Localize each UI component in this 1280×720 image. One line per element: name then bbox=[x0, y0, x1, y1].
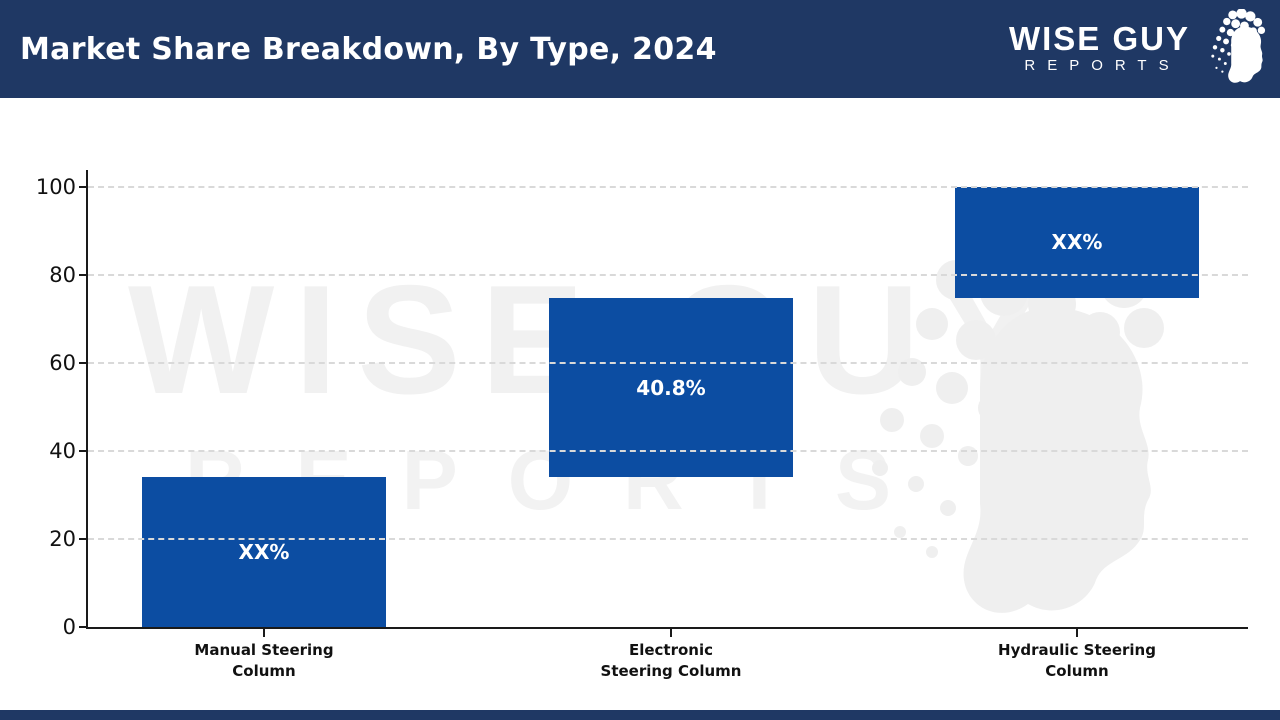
x-tick-mark bbox=[263, 629, 265, 637]
x-tick-mark bbox=[1076, 629, 1078, 637]
bar-segment: 40.8% bbox=[549, 297, 793, 478]
logo-wordmark: WISE GUY bbox=[1008, 20, 1190, 57]
y-tick-mark bbox=[79, 626, 87, 628]
y-tick-label: 0 bbox=[62, 615, 76, 639]
y-tick-mark bbox=[79, 538, 87, 540]
gridline bbox=[88, 450, 1248, 452]
footer-bar bbox=[0, 710, 1280, 720]
y-tick-mark bbox=[79, 362, 87, 364]
gridline bbox=[88, 274, 1248, 276]
bar-value-label: 40.8% bbox=[636, 375, 706, 400]
gridline bbox=[88, 538, 1248, 540]
chart-title: Market Share Breakdown, By Type, 2024 bbox=[20, 31, 717, 67]
x-tick-label: Electronic Steering Column bbox=[600, 641, 742, 680]
logo-text: WISE GUY REPORTS bbox=[1009, 22, 1190, 76]
y-tick-label: 80 bbox=[49, 263, 76, 287]
y-tick-mark bbox=[79, 186, 87, 188]
header-bar: Market Share Breakdown, By Type, 2024 WI… bbox=[0, 0, 1280, 98]
y-tick-label: 20 bbox=[49, 527, 76, 551]
x-tick-mark bbox=[670, 629, 672, 637]
x-axis-spine bbox=[86, 627, 1248, 629]
y-axis-spine bbox=[86, 170, 88, 629]
y-tick-label: 100 bbox=[35, 175, 76, 199]
brand-logo: WISE GUY REPORTS bbox=[1009, 9, 1266, 90]
bar-segment: XX% bbox=[142, 477, 386, 627]
x-tick-label: Hydraulic Steering Column bbox=[998, 641, 1156, 680]
logo-subtitle: REPORTS bbox=[1024, 57, 1181, 74]
logo-face-icon bbox=[1192, 9, 1266, 90]
y-tick-mark bbox=[79, 450, 87, 452]
gridline bbox=[88, 362, 1248, 364]
gridline bbox=[88, 186, 1248, 188]
bar-value-label: XX% bbox=[238, 540, 290, 565]
y-tick-label: 40 bbox=[49, 439, 76, 463]
y-tick-mark bbox=[79, 274, 87, 276]
y-tick-label: 60 bbox=[49, 351, 76, 375]
x-tick-label: Manual Steering Column bbox=[194, 641, 334, 680]
